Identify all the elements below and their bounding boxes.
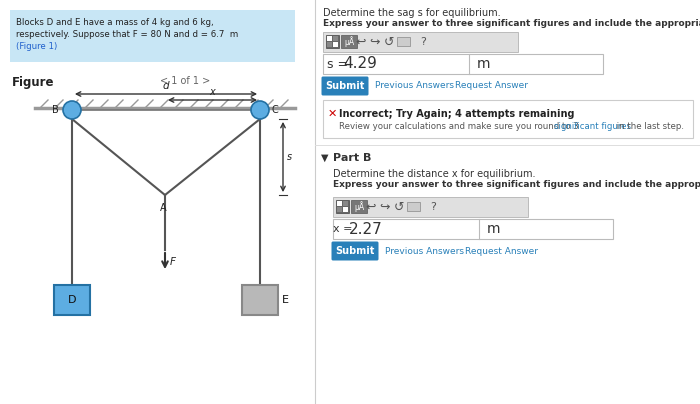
Text: ?: ? bbox=[430, 202, 436, 212]
Text: s =: s = bbox=[327, 57, 348, 71]
Text: m: m bbox=[486, 222, 500, 236]
Text: m: m bbox=[477, 57, 490, 71]
Text: ↪: ↪ bbox=[370, 36, 380, 48]
Text: Previous Answers: Previous Answers bbox=[385, 246, 464, 255]
Text: ✕: ✕ bbox=[328, 109, 337, 119]
Circle shape bbox=[63, 101, 81, 119]
Bar bbox=[333, 42, 338, 47]
Bar bbox=[343, 207, 348, 212]
Text: ?: ? bbox=[420, 37, 426, 47]
Text: B: B bbox=[52, 105, 59, 115]
Text: x: x bbox=[209, 87, 216, 97]
Text: 2.27: 2.27 bbox=[349, 221, 383, 236]
Text: D: D bbox=[68, 295, 76, 305]
Text: μÅ: μÅ bbox=[344, 37, 354, 47]
Text: in the last step.: in the last step. bbox=[614, 122, 684, 131]
Text: ▼: ▼ bbox=[321, 153, 328, 163]
Bar bbox=[333, 197, 528, 217]
Bar bbox=[315, 0, 700, 404]
Text: Figure: Figure bbox=[12, 76, 55, 89]
Text: < 1 of 1 >: < 1 of 1 > bbox=[160, 76, 210, 86]
Bar bbox=[326, 35, 339, 48]
Bar bbox=[333, 219, 613, 239]
Bar bbox=[336, 200, 349, 213]
Bar bbox=[337, 201, 342, 206]
Text: ↩: ↩ bbox=[365, 200, 377, 213]
Bar bbox=[351, 200, 367, 213]
Circle shape bbox=[251, 101, 269, 119]
Text: Previous Answers: Previous Answers bbox=[375, 82, 454, 90]
Text: respectively. Suppose that F = 80 N and d = 6.7  m: respectively. Suppose that F = 80 N and … bbox=[16, 30, 238, 39]
FancyBboxPatch shape bbox=[332, 242, 379, 261]
Text: ↺: ↺ bbox=[393, 200, 405, 213]
Bar bbox=[323, 100, 693, 138]
Text: Submit: Submit bbox=[335, 246, 375, 256]
Bar bbox=[327, 42, 332, 47]
Text: F: F bbox=[170, 257, 176, 267]
Bar bbox=[343, 201, 348, 206]
Text: x =: x = bbox=[333, 224, 353, 234]
Text: Part B: Part B bbox=[333, 153, 372, 163]
Text: Determine the sag s for equilibrium.: Determine the sag s for equilibrium. bbox=[323, 8, 500, 18]
Text: 4.29: 4.29 bbox=[343, 57, 377, 72]
Text: Express your answer to three significant figures and include the appropriate uni: Express your answer to three significant… bbox=[333, 180, 700, 189]
Text: Submit: Submit bbox=[326, 81, 365, 91]
Text: (Figure 1): (Figure 1) bbox=[16, 42, 57, 51]
Text: Review your calculations and make sure you round to 3: Review your calculations and make sure y… bbox=[339, 122, 582, 131]
Text: significant figures: significant figures bbox=[554, 122, 631, 131]
Text: ↩: ↩ bbox=[356, 36, 366, 48]
Text: Request Answer: Request Answer bbox=[465, 246, 538, 255]
Text: Blocks D and E have a mass of 4 kg and 6 kg,: Blocks D and E have a mass of 4 kg and 6… bbox=[16, 18, 213, 27]
Bar bbox=[337, 207, 342, 212]
Bar bbox=[333, 36, 338, 41]
FancyBboxPatch shape bbox=[321, 76, 368, 95]
Text: E: E bbox=[282, 295, 289, 305]
Text: s: s bbox=[287, 152, 292, 162]
Bar bbox=[242, 285, 278, 315]
Bar bbox=[341, 35, 357, 48]
Text: Determine the distance x for equilibrium.: Determine the distance x for equilibrium… bbox=[333, 169, 536, 179]
Bar bbox=[323, 54, 603, 74]
Text: ↪: ↪ bbox=[379, 200, 391, 213]
Text: Request Answer: Request Answer bbox=[455, 82, 528, 90]
Text: ↺: ↺ bbox=[384, 36, 394, 48]
Bar bbox=[327, 36, 332, 41]
Text: Incorrect; Try Again; 4 attempts remaining: Incorrect; Try Again; 4 attempts remaini… bbox=[339, 109, 575, 119]
Bar bbox=[407, 202, 420, 211]
Text: Express your answer to three significant figures and include the appropriate uni: Express your answer to three significant… bbox=[323, 19, 700, 28]
Text: μÅ: μÅ bbox=[354, 202, 364, 213]
Text: A: A bbox=[160, 203, 167, 213]
Bar bbox=[54, 285, 90, 315]
Text: d: d bbox=[162, 81, 169, 91]
Bar bbox=[0, 0, 315, 404]
Bar bbox=[323, 32, 518, 52]
Bar bbox=[397, 37, 410, 46]
Text: C: C bbox=[272, 105, 279, 115]
Bar bbox=[10, 10, 295, 62]
